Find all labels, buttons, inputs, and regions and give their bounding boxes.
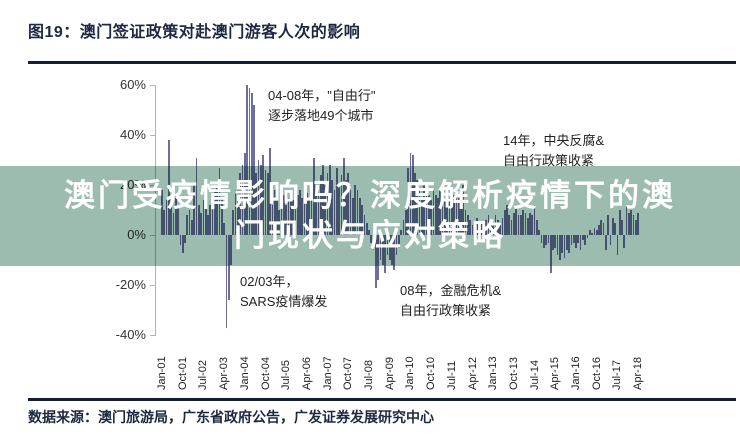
y-axis-tick [150,335,156,336]
annotation-line: 04-08年，"自由行" [268,88,376,103]
annotation-line: 02/03年， [240,274,299,289]
bar [250,92,253,235]
x-axis-label: Jul-11 [445,360,458,390]
y-axis-label: 40% [119,127,146,142]
overlay-headline-line2: 门现状与应对策略 [234,218,506,253]
x-axis-label: Apr-18 [632,356,645,390]
y-axis-tick [150,85,156,86]
top-divider [28,61,736,64]
x-axis-label: Oct-01 [176,356,189,390]
bar [225,235,228,328]
overlay-banner [0,166,740,266]
x-axis-label: Oct-16 [590,356,603,390]
y-axis-label: -40% [115,327,146,342]
bottom-divider [28,398,736,401]
x-axis-label: Jan-07 [321,356,334,390]
x-axis-label: Jul-05 [280,360,293,390]
x-axis-label: Oct-10 [425,356,438,390]
y-axis-label: 60% [119,77,146,92]
bar [246,85,248,235]
x-axis-label: Jul-02 [197,360,210,390]
x-axis-label: Oct-13 [507,356,520,390]
annotation-line: 14年，中央反腐& [503,133,605,148]
figure-title: 图19：澳门签证政策对赴澳门游客人次的影响 [28,24,361,41]
y-axis-tick [150,135,156,136]
x-axis-label: Apr-06 [300,356,313,390]
x-axis-label: Jan-01 [156,356,168,390]
annotation-line: 08年，金融危机& [400,283,502,298]
y-axis-label: -20% [115,277,146,292]
annotation-line: 逐步落地49个城市 [268,108,374,123]
overlay-headline-line1: 澳门受疫情影响吗？深度解析疫情下的澳 [64,178,676,213]
x-axis-label: Jan-16 [570,356,582,390]
annotation-financial-crisis: 08年，金融危机& 自由行政策收紧 [400,281,501,321]
overlay-headline: 澳门受疫情影响吗？深度解析疫情下的澳 门现状与应对策略 [0,166,740,266]
bar [227,235,230,300]
x-axis-label: Oct-07 [342,356,355,390]
x-axis-label: Jul-08 [363,360,375,390]
x-axis-label: Apr-09 [383,356,396,390]
x-axis-label: Apr-15 [549,356,562,390]
x-axis-label: Jan-04 [238,356,251,390]
x-axis-label: Jan-10 [404,356,417,390]
annotation-sars: 02/03年， SARS疫情爆发 [240,272,327,312]
x-axis-label: Oct-04 [259,356,272,390]
annotation-line: SARS疫情爆发 [240,294,328,309]
x-axis-label: Jul-14 [528,360,541,390]
annotation-line: 自由行政策收紧 [400,303,492,318]
data-source-text: 数据来源：澳门旅游局，广东省政府公告，广发证券发展研究中心 [28,409,434,425]
annotation-anti-corruption: 14年，中央反腐& 自由行政策收紧 [503,131,604,171]
x-axis-label: Apr-03 [218,356,231,390]
x-axis-label: Apr-12 [466,356,479,390]
annotation-line: 自由行政策收紧 [503,153,595,168]
annotation-free-travel: 04-08年，"自由行" 逐步落地49个城市 [268,86,375,126]
x-axis-label: Jul-17 [611,360,624,390]
bar [248,87,251,235]
y-axis-tick [150,285,156,286]
x-axis-label: Jan-13 [487,356,500,390]
